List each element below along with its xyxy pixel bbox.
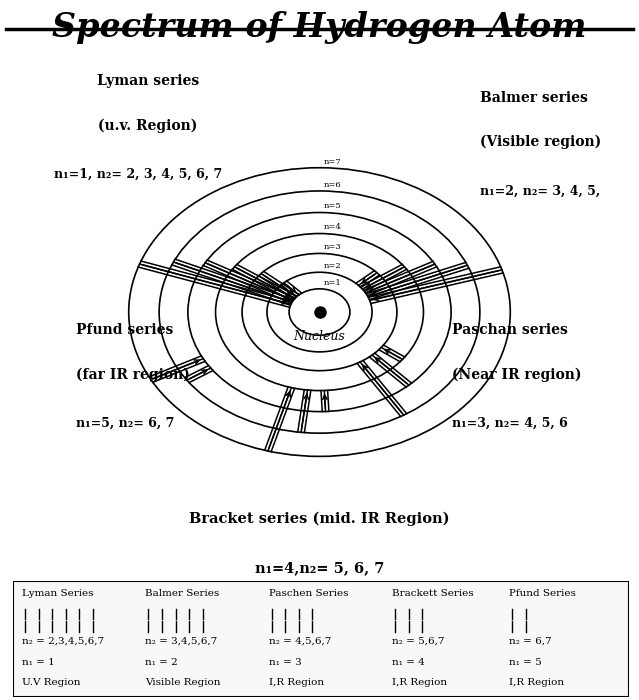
Text: n₁=5, n₂= 6, 7: n₁=5, n₂= 6, 7 bbox=[76, 417, 174, 430]
Text: Paschan series: Paschan series bbox=[452, 323, 568, 337]
Text: n₁=2, n₂= 3, 4, 5,: n₁=2, n₂= 3, 4, 5, bbox=[480, 185, 600, 198]
Text: (far IR region): (far IR region) bbox=[76, 368, 190, 382]
Text: n=2: n=2 bbox=[324, 262, 342, 270]
Text: I,R Region: I,R Region bbox=[268, 678, 324, 687]
Text: n=5: n=5 bbox=[324, 202, 342, 210]
Text: Pfund series: Pfund series bbox=[76, 323, 174, 337]
Text: Pfund Series: Pfund Series bbox=[509, 589, 576, 598]
Text: Lyman Series: Lyman Series bbox=[22, 589, 93, 598]
Text: (Visible region): (Visible region) bbox=[480, 135, 601, 150]
Text: n₁ = 4: n₁ = 4 bbox=[392, 659, 425, 667]
Text: n₁=4,n₂= 5, 6, 7: n₁=4,n₂= 5, 6, 7 bbox=[255, 561, 384, 575]
Text: Bracket series (mid. IR Region): Bracket series (mid. IR Region) bbox=[189, 511, 450, 526]
Text: Balmer Series: Balmer Series bbox=[145, 589, 220, 598]
Text: n₂ = 5,6,7: n₂ = 5,6,7 bbox=[392, 636, 445, 645]
Text: n₁ = 1: n₁ = 1 bbox=[22, 659, 55, 667]
Text: n=4: n=4 bbox=[324, 223, 342, 231]
Text: Nucleus: Nucleus bbox=[294, 330, 345, 343]
Text: n=3: n=3 bbox=[324, 243, 342, 251]
Text: n₂ = 4,5,6,7: n₂ = 4,5,6,7 bbox=[268, 636, 331, 645]
Text: n₂ = 2,3,4,5,6,7: n₂ = 2,3,4,5,6,7 bbox=[22, 636, 104, 645]
Text: Paschen Series: Paschen Series bbox=[268, 589, 348, 598]
Text: n₁ = 5: n₁ = 5 bbox=[509, 659, 542, 667]
Text: Balmer series: Balmer series bbox=[480, 91, 588, 105]
Text: Spectrum of Hydrogen Atom: Spectrum of Hydrogen Atom bbox=[52, 10, 587, 43]
Text: (Near IR region): (Near IR region) bbox=[452, 368, 581, 382]
Text: (u.v. Region): (u.v. Region) bbox=[98, 118, 197, 133]
Text: n=6: n=6 bbox=[324, 181, 342, 189]
Text: Brackett Series: Brackett Series bbox=[392, 589, 473, 598]
Text: Visible Region: Visible Region bbox=[145, 678, 221, 687]
Text: I,R Region: I,R Region bbox=[392, 678, 447, 687]
Text: n=7: n=7 bbox=[324, 158, 342, 165]
Text: Lyman series: Lyman series bbox=[97, 74, 199, 88]
Text: I,R Region: I,R Region bbox=[509, 678, 564, 687]
Text: n₁ = 2: n₁ = 2 bbox=[145, 659, 178, 667]
Text: n=1: n=1 bbox=[324, 279, 342, 286]
Text: n₁ = 3: n₁ = 3 bbox=[268, 659, 302, 667]
Text: n₁=1, n₂= 2, 3, 4, 5, 6, 7: n₁=1, n₂= 2, 3, 4, 5, 6, 7 bbox=[54, 168, 222, 181]
Text: n₂ = 3,4,5,6,7: n₂ = 3,4,5,6,7 bbox=[145, 636, 218, 645]
Text: n₂ = 6,7: n₂ = 6,7 bbox=[509, 636, 552, 645]
Text: U.V Region: U.V Region bbox=[22, 678, 81, 687]
Text: n₁=3, n₂= 4, 5, 6: n₁=3, n₂= 4, 5, 6 bbox=[452, 417, 568, 430]
